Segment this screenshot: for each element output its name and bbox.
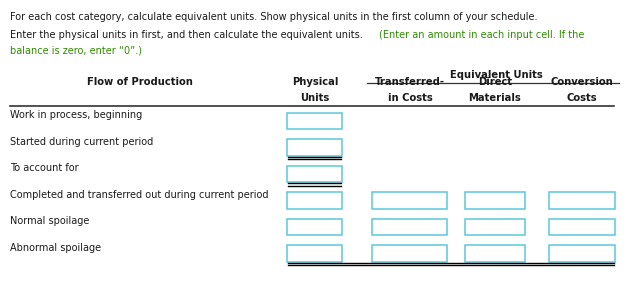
Text: Physical: Physical (292, 77, 338, 87)
Text: Flow of Production: Flow of Production (87, 77, 193, 87)
Text: Direct: Direct (478, 77, 512, 87)
FancyBboxPatch shape (373, 245, 447, 262)
FancyBboxPatch shape (550, 219, 615, 235)
Text: Transferred-: Transferred- (375, 77, 445, 87)
FancyBboxPatch shape (373, 219, 447, 235)
Text: Work in process, beginning: Work in process, beginning (10, 110, 142, 120)
Text: Units: Units (300, 93, 329, 103)
Text: in Costs: in Costs (388, 93, 432, 103)
Text: Abnormal spoilage: Abnormal spoilage (10, 243, 101, 253)
Text: Materials: Materials (469, 93, 522, 103)
FancyBboxPatch shape (288, 139, 343, 156)
Text: Completed and transferred out during current period: Completed and transferred out during cur… (10, 190, 268, 200)
Text: Conversion: Conversion (550, 77, 613, 87)
FancyBboxPatch shape (373, 192, 447, 209)
Text: (Enter an amount in each input cell. If the: (Enter an amount in each input cell. If … (379, 30, 584, 40)
FancyBboxPatch shape (288, 245, 343, 262)
FancyBboxPatch shape (288, 192, 343, 209)
Text: Normal spoilage: Normal spoilage (10, 216, 89, 226)
FancyBboxPatch shape (288, 113, 343, 129)
Text: Equivalent Units: Equivalent Units (450, 70, 542, 80)
FancyBboxPatch shape (550, 192, 615, 209)
Text: Costs: Costs (567, 93, 597, 103)
FancyBboxPatch shape (465, 192, 525, 209)
Text: To account for: To account for (10, 163, 79, 173)
Text: For each cost category, calculate equivalent units. Show physical units in the f: For each cost category, calculate equiva… (10, 12, 537, 22)
FancyBboxPatch shape (288, 219, 343, 235)
FancyBboxPatch shape (550, 245, 615, 262)
Text: Enter the physical units in first, and then calculate the equivalent units.: Enter the physical units in first, and t… (10, 30, 366, 40)
FancyBboxPatch shape (288, 166, 343, 182)
Text: balance is zero, enter “0”.): balance is zero, enter “0”.) (10, 45, 142, 55)
Text: Started during current period: Started during current period (10, 136, 154, 146)
FancyBboxPatch shape (465, 219, 525, 235)
FancyBboxPatch shape (465, 245, 525, 262)
